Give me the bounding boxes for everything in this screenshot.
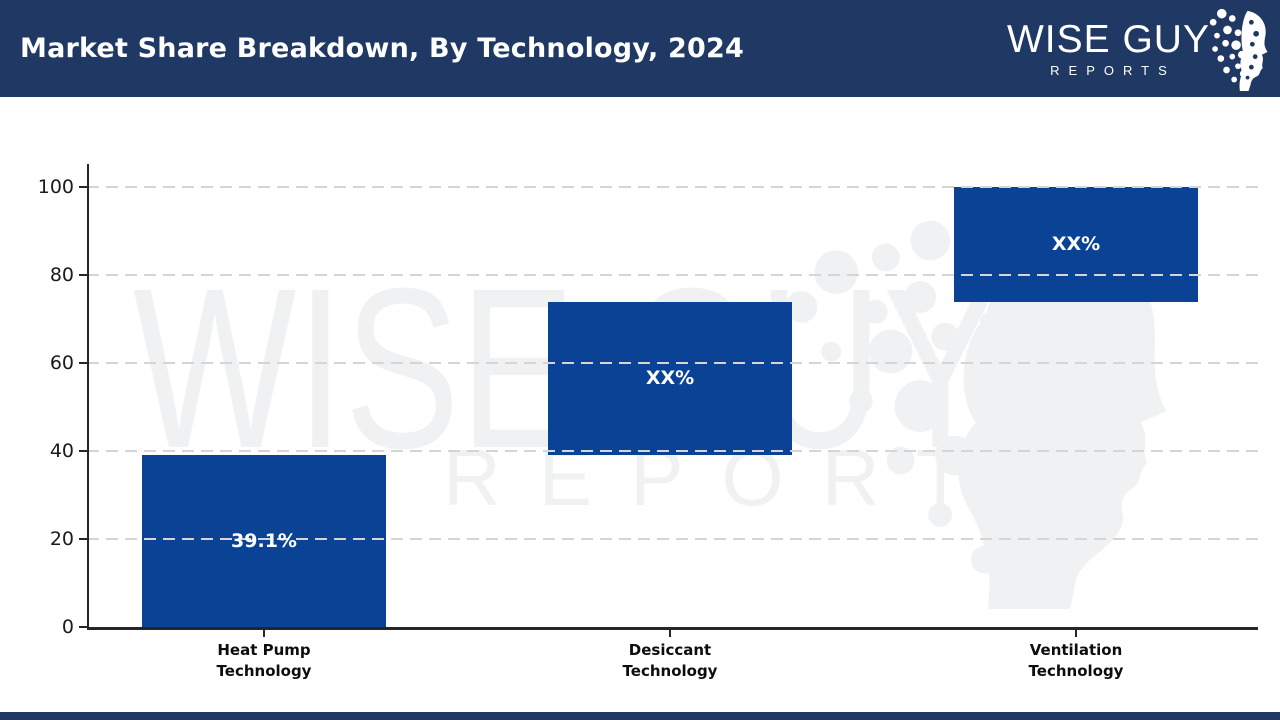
x-axis-line <box>87 627 1258 630</box>
bar-value-label: 39.1% <box>231 529 297 552</box>
bar-value-label: XX% <box>1051 233 1101 256</box>
y-tick-label: 80 <box>49 264 74 286</box>
y-tick-label: 0 <box>61 616 74 638</box>
y-tick-mark <box>79 450 87 452</box>
category-label-line: Ventilation <box>1029 641 1123 659</box>
header-bar: Market Share Breakdown, By Technology, 2… <box>0 0 1280 97</box>
gridline <box>87 450 1258 452</box>
y-tick-label: 60 <box>49 352 74 374</box>
logo-text: WISE GUY REPORTS <box>1006 17 1210 78</box>
category-label: Ventilation Technology <box>946 640 1206 682</box>
y-axis-line <box>87 164 89 629</box>
x-tick-mark <box>669 630 671 637</box>
chart-title: Market Share Breakdown, By Technology, 2… <box>20 33 745 64</box>
footer-bar <box>0 712 1280 720</box>
category-label-line: Technology <box>622 662 718 680</box>
bar <box>142 454 386 627</box>
bar <box>954 187 1198 302</box>
category-label-line: Technology <box>216 662 312 680</box>
category-label: Heat Pump Technology <box>134 640 394 682</box>
logo-wordmark: WISE GUY <box>1006 17 1210 61</box>
logo-subtext: REPORTS <box>1050 62 1176 78</box>
logo-head-icon <box>1209 8 1268 91</box>
y-tick-mark <box>79 274 87 276</box>
y-tick-mark <box>79 362 87 364</box>
category-label-line: Technology <box>1028 662 1124 680</box>
gridline <box>87 186 1258 188</box>
y-tick-mark <box>79 538 87 540</box>
y-tick-label: 100 <box>37 176 74 198</box>
logo: WISE GUY REPORTS <box>1007 0 1270 97</box>
gridline <box>87 538 1258 540</box>
gridline <box>87 362 1258 364</box>
x-tick-mark <box>263 630 265 637</box>
category-label: Desiccant Technology <box>540 640 800 682</box>
gridline <box>87 274 1258 276</box>
x-tick-mark <box>1075 630 1077 637</box>
y-tick-label: 20 <box>49 528 74 550</box>
y-tick-mark <box>79 186 87 188</box>
y-tick-label: 40 <box>49 440 74 462</box>
bar-value-label: XX% <box>645 367 695 390</box>
category-label-line: Desiccant <box>628 641 712 659</box>
y-tick-mark <box>79 626 87 628</box>
category-label-line: Heat Pump <box>217 641 311 659</box>
bar <box>548 301 792 455</box>
